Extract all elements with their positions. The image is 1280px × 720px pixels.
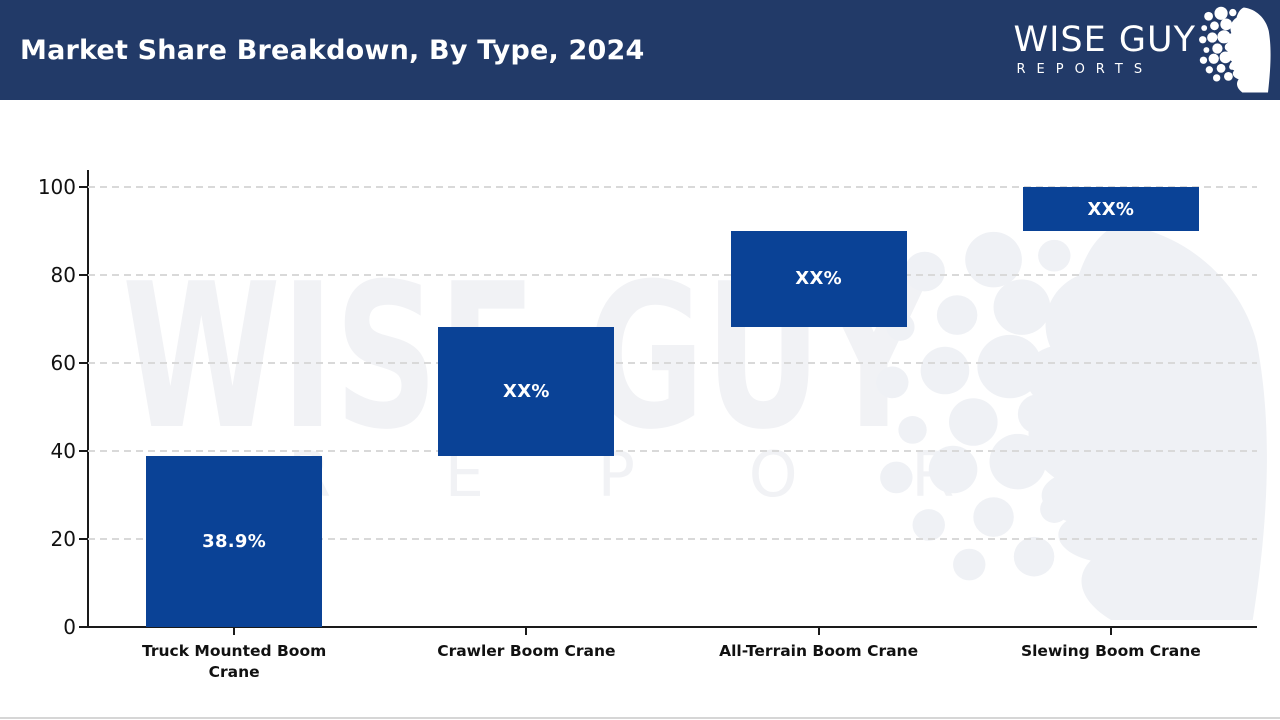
y-axis-line bbox=[87, 170, 89, 628]
bar-2: XX% bbox=[730, 231, 907, 327]
logo-wordmark: WISE GUY bbox=[1013, 20, 1196, 60]
page-title: Market Share Breakdown, By Type, 2024 bbox=[20, 34, 645, 66]
y-axis-tick-labels: 0 20 40 60 80 100 bbox=[0, 177, 76, 637]
y-tick-mark-40 bbox=[79, 450, 87, 452]
plot-area: 38.9% XX% XX% XX% bbox=[88, 186, 1257, 627]
category-label-3: Slewing Boom Crane bbox=[1020, 642, 1201, 660]
logo-subtitle: REPORTS bbox=[1016, 62, 1154, 77]
gridline-y-80 bbox=[88, 274, 1257, 276]
y-tick-label-80: 80 bbox=[50, 263, 76, 287]
bar-value-label-2: XX% bbox=[795, 268, 842, 290]
y-tick-label-60: 60 bbox=[50, 351, 76, 375]
y-tick-mark-100 bbox=[79, 186, 87, 188]
gridline-y-100 bbox=[88, 186, 1257, 188]
x-axis-category-labels: Truck Mounted Boom Crane Crawler Boom Cra… bbox=[88, 641, 1257, 701]
y-tick-label-40: 40 bbox=[50, 439, 76, 463]
category-label-0: Truck Mounted Boom Crane bbox=[141, 642, 327, 681]
x-tick-mark-2 bbox=[817, 628, 820, 635]
category-label-2: All-Terrain Boom Crane bbox=[719, 642, 919, 660]
gridline-y-40 bbox=[88, 450, 1257, 452]
gridline-y-20 bbox=[88, 538, 1257, 540]
x-tick-mark-3 bbox=[1109, 628, 1112, 635]
header-bar: Market Share Breakdown, By Type, 2024 WI… bbox=[0, 0, 1280, 100]
bar-value-label-3: XX% bbox=[1087, 198, 1135, 220]
logo-text: WISE GUY REPORTS bbox=[1013, 20, 1196, 78]
watermark-face-icon bbox=[876, 224, 1267, 620]
y-tick-label-100: 100 bbox=[37, 175, 76, 199]
y-tick-label-20: 20 bbox=[50, 527, 76, 551]
y-tick-mark-60 bbox=[79, 362, 87, 364]
y-tick-mark-80 bbox=[79, 274, 87, 276]
logo-face-icon bbox=[1199, 6, 1271, 93]
y-tick-mark-0 bbox=[79, 626, 87, 628]
bar-1: XX% bbox=[438, 326, 615, 456]
wise-guy-reports-logo: WISE GUY REPORTS bbox=[1013, 6, 1280, 94]
footer-divider-line bbox=[0, 716, 1280, 719]
y-tick-label-0: 0 bbox=[63, 615, 76, 639]
gridline-y-60 bbox=[88, 362, 1257, 364]
y-tick-mark-20 bbox=[79, 538, 87, 540]
bar-value-label-1: XX% bbox=[503, 380, 550, 402]
x-tick-mark-0 bbox=[233, 628, 236, 635]
x-axis-line bbox=[87, 626, 1257, 628]
bar-value-label-0: 38.9% bbox=[202, 530, 267, 552]
bar-0: 38.9% bbox=[146, 455, 323, 627]
x-tick-mark-1 bbox=[525, 628, 528, 635]
bar-3: XX% bbox=[1022, 187, 1199, 231]
category-label-1: Crawler Boom Crane bbox=[437, 642, 616, 660]
